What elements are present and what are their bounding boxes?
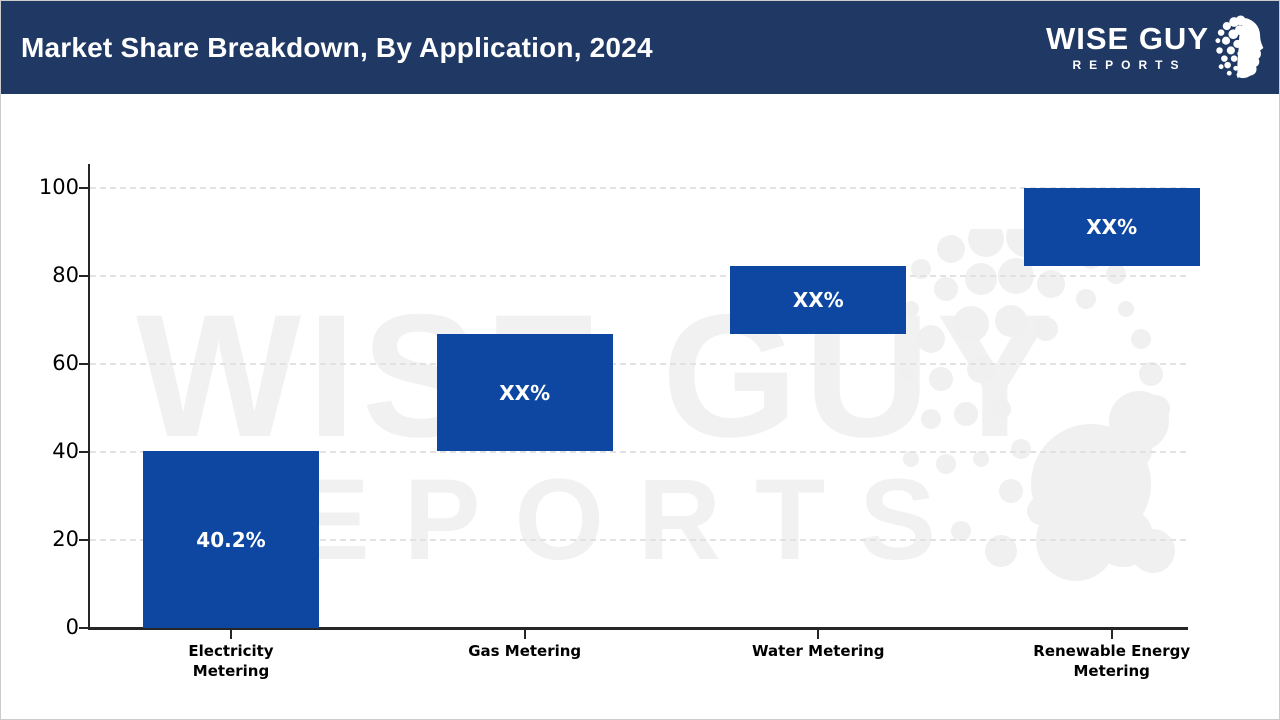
bar-value-label: XX% — [499, 380, 551, 405]
gridline — [90, 187, 1186, 189]
y-tick-label: 20 — [52, 527, 79, 551]
x-axis-spine — [88, 627, 1188, 630]
x-tick-mark — [523, 630, 526, 639]
y-tick-mark — [79, 363, 89, 365]
y-tick-label: 60 — [52, 351, 79, 375]
gridline — [90, 275, 1186, 277]
brand-name: WISE GUY — [1045, 21, 1209, 56]
y-tick-mark — [79, 539, 89, 541]
brand-head-icon — [1215, 15, 1264, 78]
bar-segment: XX% — [436, 334, 613, 452]
y-tick-label: 0 — [65, 615, 79, 639]
y-tick-label: 40 — [52, 439, 79, 463]
brand-logo: WISE GUY REPORTS — [1046, 10, 1265, 86]
category-label: Renewable Energy Metering — [1033, 642, 1191, 680]
page-title: Market Share Breakdown, By Application, … — [21, 31, 653, 63]
bar-segment: XX% — [1023, 188, 1200, 266]
y-tick-mark — [79, 187, 89, 189]
x-tick-mark — [1110, 630, 1113, 639]
header: Market Share Breakdown, By Application, … — [1, 1, 1279, 94]
x-tick-mark — [230, 630, 232, 639]
bar-segment: 40.2% — [143, 451, 319, 628]
bar-segment: XX% — [730, 265, 907, 335]
brand-subtitle: REPORTS — [1072, 58, 1187, 72]
gridline — [90, 539, 1186, 541]
bar-value-label: XX% — [1086, 214, 1138, 239]
bar-value-label: XX% — [792, 287, 844, 312]
x-tick-mark — [817, 630, 820, 639]
category-label: Water Metering — [752, 642, 885, 660]
bar-value-label: 40.2% — [196, 527, 266, 552]
y-tick-mark — [79, 627, 89, 629]
brand-logo-text: WISE GUY REPORTS — [1045, 21, 1209, 73]
y-axis-spine — [88, 164, 90, 628]
category-label: Gas Metering — [468, 642, 582, 660]
gridline — [90, 363, 1186, 365]
y-tick-label: 100 — [38, 175, 79, 199]
y-tick-mark — [79, 451, 89, 453]
y-tick-mark — [79, 275, 89, 277]
gridline — [90, 451, 1186, 453]
category-label: Electricity Metering — [188, 642, 274, 680]
y-tick-label: 80 — [52, 263, 79, 287]
